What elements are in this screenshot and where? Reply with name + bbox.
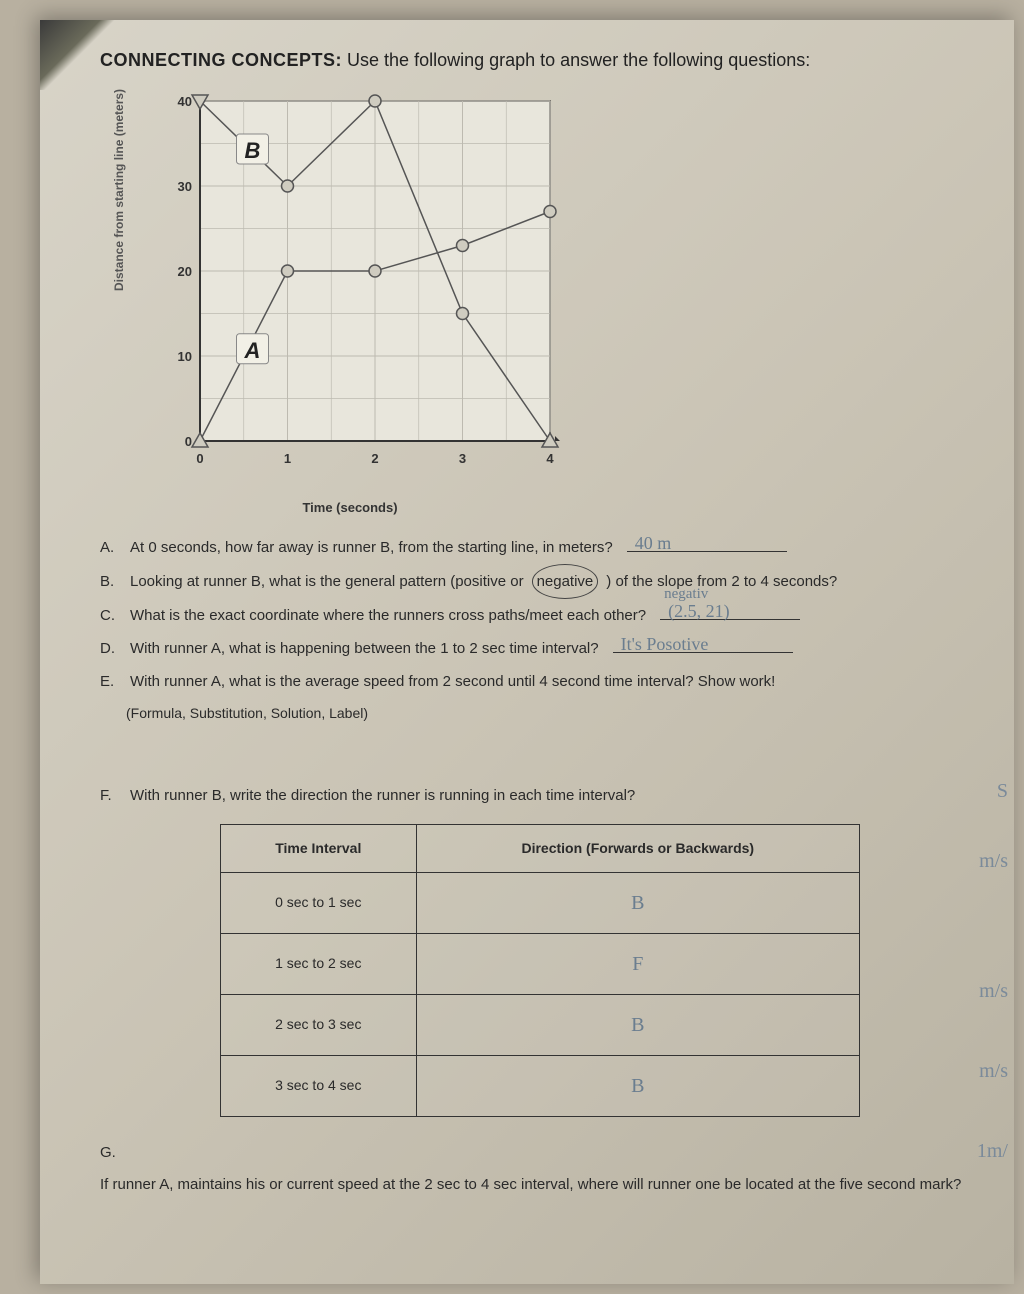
svg-text:3: 3 <box>459 451 466 466</box>
svg-text:10: 10 <box>178 349 192 364</box>
direction-table-wrap: Time Interval Direction (Forwards or Bac… <box>220 824 974 1117</box>
cell-interval: 0 sec to 1 sec <box>221 872 417 933</box>
question-E: E. With runner A, what is the average sp… <box>100 665 974 698</box>
question-G: G. If runner A, maintains his or current… <box>100 1141 974 1197</box>
question-E-note: (Formula, Substitution, Solution, Label) <box>126 698 974 729</box>
svg-text:0: 0 <box>185 434 192 449</box>
circled-word-negative: negative <box>532 564 599 599</box>
q-letter: E. <box>100 665 122 698</box>
question-D: D. With runner A, what is happening betw… <box>100 632 974 665</box>
question-C: C. What is the exact coordinate where th… <box>100 599 974 632</box>
q-letter: C. <box>100 599 122 632</box>
svg-text:1: 1 <box>284 451 291 466</box>
svg-text:30: 30 <box>178 179 192 194</box>
chart-xlabel: Time (seconds) <box>120 500 580 515</box>
page-corner-fold <box>40 20 120 90</box>
q-text: With runner A, what is happening between… <box>130 632 599 665</box>
answer-blank-C[interactable]: negativ (2.5, 21) <box>660 602 800 620</box>
table-row: 1 sec to 2 sec F <box>221 933 860 994</box>
table-body: 0 sec to 1 sec B 1 sec to 2 sec F 2 sec … <box>221 872 860 1116</box>
q-letter: D. <box>100 632 122 665</box>
q-letter: F. <box>100 779 122 812</box>
direction-table: Time Interval Direction (Forwards or Bac… <box>220 824 860 1117</box>
table-row: 2 sec to 3 sec B <box>221 994 860 1055</box>
hw-answer-A: 40 m <box>635 524 672 564</box>
cell-answer-hw[interactable]: F <box>416 933 859 994</box>
table-header-row: Time Interval Direction (Forwards or Bac… <box>221 824 860 872</box>
chart-container: Distance from starting line (meters) 012… <box>120 91 580 511</box>
svg-text:40: 40 <box>178 94 192 109</box>
q-text: With runner A, what is the average speed… <box>130 665 775 698</box>
margin-note: m/s <box>979 850 1008 873</box>
cell-interval: 3 sec to 4 sec <box>221 1055 417 1116</box>
worksheet-paper: CONNECTING CONCEPTS: Use the following g… <box>40 20 1014 1284</box>
answer-blank-A[interactable]: 40 m <box>627 534 787 552</box>
q-text: What is the exact coordinate where the r… <box>130 599 646 632</box>
cell-answer-hw[interactable]: B <box>416 994 859 1055</box>
question-B: B. Looking at runner B, what is the gene… <box>100 564 974 599</box>
q-letter: A. <box>100 531 122 564</box>
section-title: CONNECTING CONCEPTS: Use the following g… <box>100 50 974 71</box>
title-bold: CONNECTING CONCEPTS: <box>100 50 342 70</box>
margin-note: m/s <box>979 1060 1008 1083</box>
question-F: F. With runner B, write the direction th… <box>100 779 974 812</box>
q-text-pre: Looking at runner B, what is the general… <box>130 565 524 598</box>
hw-answer-D: It's Posotive <box>621 625 709 665</box>
title-instructions: Use the following graph to answer the fo… <box>347 50 810 70</box>
question-A: A. At 0 seconds, how far away is runner … <box>100 531 974 564</box>
q-text: With runner B, write the direction the r… <box>130 779 635 812</box>
chart-ylabel: Distance from starting line (meters) <box>112 89 126 291</box>
margin-note: S <box>997 780 1008 803</box>
table-row: 3 sec to 4 sec B <box>221 1055 860 1116</box>
svg-text:A: A <box>244 338 261 363</box>
col-time-interval: Time Interval <box>221 824 417 872</box>
answer-blank-D[interactable]: It's Posotive <box>613 635 793 653</box>
cell-answer-hw[interactable]: B <box>416 1055 859 1116</box>
svg-text:0: 0 <box>196 451 203 466</box>
margin-note: 1m/ <box>977 1140 1008 1163</box>
q-letter: B. <box>100 565 122 598</box>
cell-interval: 2 sec to 3 sec <box>221 994 417 1055</box>
cell-interval: 1 sec to 2 sec <box>221 933 417 994</box>
q-text: At 0 seconds, how far away is runner B, … <box>130 531 613 564</box>
svg-text:20: 20 <box>178 264 192 279</box>
table-row: 0 sec to 1 sec B <box>221 872 860 933</box>
margin-note: m/s <box>979 980 1008 1003</box>
col-direction: Direction (Forwards or Backwards) <box>416 824 859 872</box>
svg-text:4: 4 <box>546 451 554 466</box>
q-letter: G. <box>100 1141 122 1165</box>
questions-block: A. At 0 seconds, how far away is runner … <box>100 531 974 1197</box>
svg-text:B: B <box>245 138 261 163</box>
svg-text:2: 2 <box>371 451 378 466</box>
q-text: If runner A, maintains his or current sp… <box>100 1173 961 1197</box>
cell-answer-hw[interactable]: B <box>416 872 859 933</box>
chart-svg: 01234010203040AB <box>160 91 580 491</box>
